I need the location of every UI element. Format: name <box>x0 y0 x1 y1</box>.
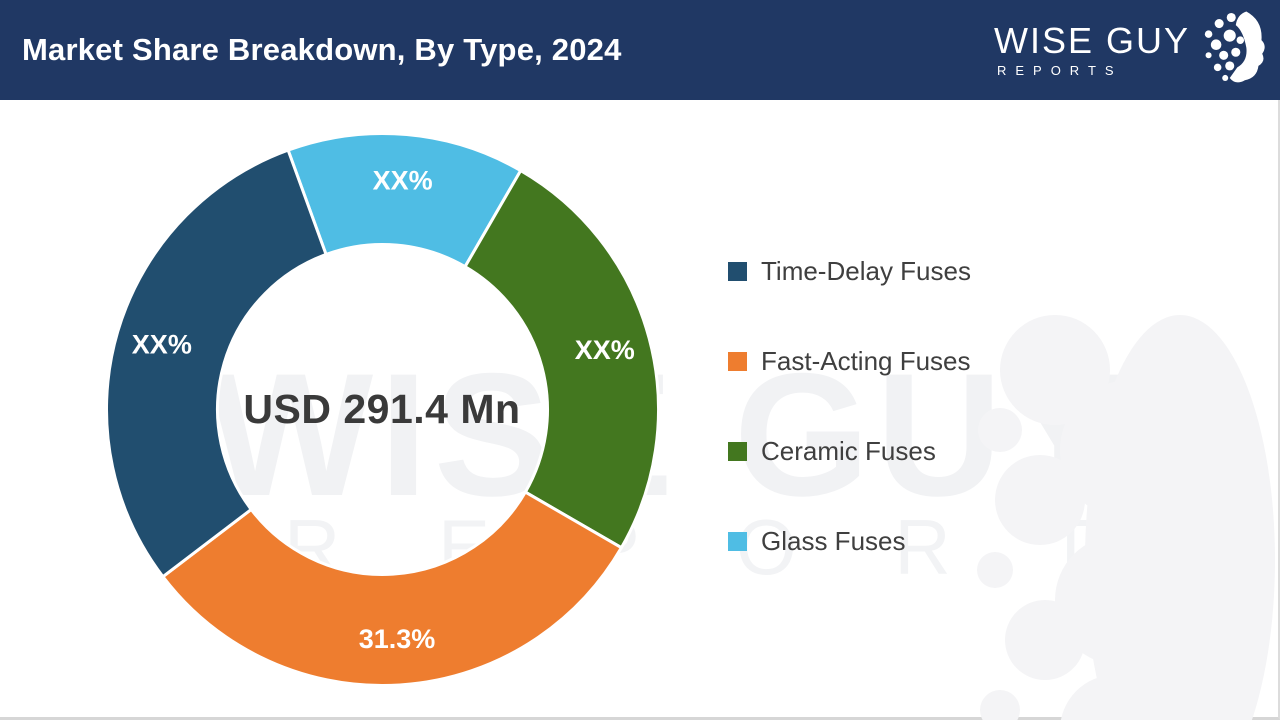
donut-segment-label-time_delay: XX% <box>132 330 192 360</box>
page-title: Market Share Breakdown, By Type, 2024 <box>22 32 622 67</box>
legend-swatch-fast_acting <box>728 351 747 371</box>
legend-label-fast_acting: Fast-Acting Fuses <box>761 345 971 376</box>
legend-label-glass: Glass Fuses <box>761 525 906 556</box>
donut-segment-label-fast_acting: 31.3% <box>359 624 436 654</box>
watermark-head-icon <box>977 315 1275 720</box>
legend-item-time_delay: Time-Delay Fuses <box>728 226 971 316</box>
donut-center-value: USD 291.4 Mn <box>243 386 521 432</box>
legend-item-glass: Glass Fuses <box>728 496 971 586</box>
chart-legend: Time-Delay Fuses Fast-Acting Fuses Ceramic… <box>728 226 971 586</box>
legend-label-ceramic: Ceramic Fuses <box>761 435 936 466</box>
dotted-head-icon <box>1204 11 1265 83</box>
watermark-wordmark: WISE GUY <box>208 338 1132 533</box>
legend-swatch-glass <box>728 531 747 551</box>
logo-wordmark: WISE GUY <box>993 19 1190 61</box>
donut-segment-ceramic <box>463 169 660 550</box>
legend-item-fast_acting: Fast-Acting Fuses <box>728 316 971 406</box>
donut-segment-fast_acting <box>161 490 623 687</box>
donut-segment-label-glass: XX% <box>373 165 433 195</box>
legend-item-ceramic: Ceramic Fuses <box>728 406 971 496</box>
chart-canvas: WISE GUY R E P O R T S <box>0 100 1280 720</box>
header-bar: Market Share Breakdown, By Type, 2024 WI… <box>0 0 1280 100</box>
wise-guy-reports-logo: WISE GUY REPORTS <box>994 8 1266 92</box>
legend-swatch-ceramic <box>728 441 747 461</box>
legend-label-time_delay: Time-Delay Fuses <box>761 255 971 286</box>
legend-swatch-time_delay <box>728 261 747 281</box>
donut-segment-label-ceramic: XX% <box>575 335 635 365</box>
logo-subtitle: REPORTS <box>996 62 1123 78</box>
logo-text: WISE GUY REPORTS <box>993 19 1190 78</box>
donut-segment-time_delay <box>105 148 328 579</box>
